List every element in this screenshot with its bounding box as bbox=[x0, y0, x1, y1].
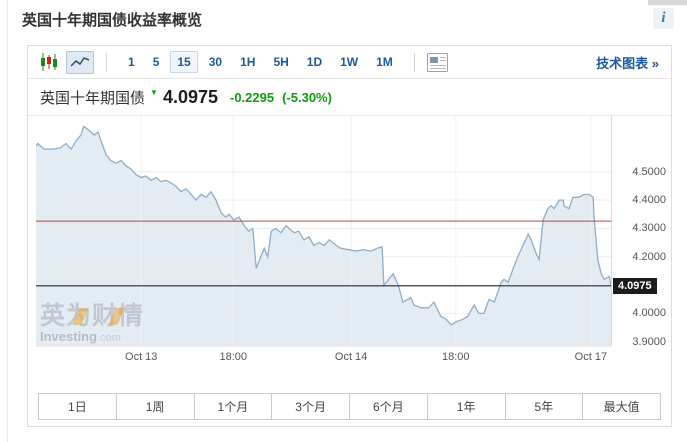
interval-5H[interactable]: 5H bbox=[273, 55, 289, 69]
left-divider bbox=[7, 0, 8, 442]
x-axis-label: 18:00 bbox=[441, 351, 470, 363]
last-price: 4.0975 bbox=[162, 86, 218, 107]
technical-chart-link[interactable]: 技术图表 » bbox=[596, 55, 659, 71]
y-axis-label: 3.9000 bbox=[632, 335, 666, 348]
news-panel-icon[interactable] bbox=[426, 52, 448, 72]
y-axis-labels: 4.5000 4.4000 4.3000 4.2000 4.0000 3.9000 4.09… bbox=[612, 116, 671, 348]
price-change-percent: (-5.30%) bbox=[282, 89, 332, 105]
y-axis-label: 4.4000 bbox=[632, 194, 666, 207]
interval-1H[interactable]: 1H bbox=[240, 55, 256, 69]
range-button-1年[interactable]: 1年 bbox=[427, 394, 506, 419]
range-button-最大值[interactable]: 最大值 bbox=[583, 394, 660, 419]
current-price-badge: 4.0975 bbox=[613, 277, 657, 294]
interval-15[interactable]: 15 bbox=[170, 51, 198, 73]
watermark-logo-text: Investing.com bbox=[40, 329, 121, 344]
range-button-1个月[interactable]: 1个月 bbox=[194, 394, 273, 419]
page-title: 英国十年期国债收益率概览 bbox=[22, 12, 203, 29]
x-axis-labels: Oct 13 18:00 Oct 14 18:00 Oct 17 bbox=[36, 346, 611, 366]
range-selector: 1日 1周 1个月 3个月 6个月 1年 5年 最大值 bbox=[38, 393, 661, 420]
interval-1M[interactable]: 1M bbox=[376, 55, 393, 69]
info-icon[interactable]: i bbox=[653, 8, 674, 29]
x-axis-label: 18:00 bbox=[219, 351, 247, 363]
instrument-name: 英国十年期国债 bbox=[40, 89, 146, 107]
range-button-5年[interactable]: 5年 bbox=[505, 394, 584, 419]
chart-toolbar: 1 5 15 30 1H 5H 1D 1W 1M 技术图表 » bbox=[28, 46, 671, 79]
area-fill bbox=[36, 126, 611, 346]
price-line bbox=[36, 125, 611, 326]
interval-30[interactable]: 30 bbox=[208, 55, 223, 69]
price-down-arrow-icon: ▼ bbox=[150, 87, 158, 97]
interval-1W[interactable]: 1W bbox=[340, 55, 359, 69]
page-edge bbox=[648, 0, 687, 5]
range-button-3个月[interactable]: 3个月 bbox=[272, 394, 350, 419]
interval-group: 1 5 15 30 1H 5H 1D 1W 1M bbox=[119, 51, 402, 73]
range-button-6个月[interactable]: 6个月 bbox=[350, 394, 428, 419]
range-button-1周[interactable]: 1周 bbox=[116, 394, 195, 419]
x-axis-label: Oct 14 bbox=[334, 351, 368, 363]
y-axis-label: 4.0000 bbox=[632, 307, 666, 320]
toolbar-separator bbox=[106, 52, 107, 72]
price-change: -0.2295 bbox=[230, 89, 275, 105]
x-axis-label: Oct 13 bbox=[125, 351, 158, 363]
price-area-chart[interactable] bbox=[36, 116, 611, 346]
chart-card: 1 5 15 30 1H 5H 1D 1W 1M 技术图表 » 英国十年期国债 ▼ 4.0975… bbox=[27, 45, 672, 427]
range-button-1日[interactable]: 1日 bbox=[39, 394, 117, 419]
candlestick-chart-icon[interactable] bbox=[40, 52, 58, 72]
toolbar-separator bbox=[413, 52, 415, 72]
interval-5[interactable]: 5 bbox=[152, 55, 160, 69]
y-axis-label: 4.3000 bbox=[632, 222, 666, 235]
interval-1[interactable]: 1 bbox=[128, 55, 135, 69]
quote-header: 英国十年期国债 ▼ 4.0975 -0.2295 (-5.30%) bbox=[28, 79, 671, 116]
watermark-cjk: 英为财情 bbox=[40, 302, 145, 330]
x-axis-label: Oct 17 bbox=[574, 351, 608, 363]
watermark: 英为财情 Investing.com bbox=[40, 304, 144, 344]
line-chart-icon[interactable] bbox=[66, 50, 94, 74]
interval-1D[interactable]: 1D bbox=[306, 55, 323, 69]
chart-region: 4.5000 4.4000 4.3000 4.2000 4.0000 3.9000 4.09… bbox=[28, 116, 671, 348]
y-axis-label: 4.2000 bbox=[632, 250, 666, 263]
y-axis-label: 4.5000 bbox=[632, 165, 666, 178]
y-axis-line bbox=[611, 116, 612, 346]
